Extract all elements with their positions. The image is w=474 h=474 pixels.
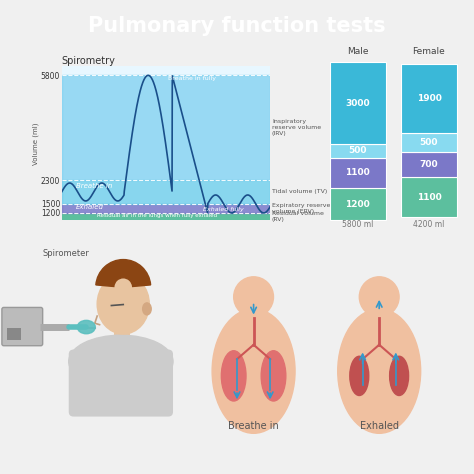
Text: Inspiratory
reserve volume
(IRV): Inspiratory reserve volume (IRV) (272, 119, 321, 137)
Bar (62, 75, 270, 180)
FancyBboxPatch shape (2, 308, 43, 346)
Text: Exhaled fully: Exhaled fully (203, 207, 244, 212)
Ellipse shape (337, 309, 421, 433)
FancyBboxPatch shape (114, 322, 130, 337)
Ellipse shape (97, 274, 149, 334)
Title: Male: Male (347, 47, 369, 56)
Ellipse shape (143, 303, 151, 315)
Text: Exhaled: Exhaled (360, 420, 399, 430)
FancyBboxPatch shape (372, 297, 386, 319)
Bar (62, 180, 270, 204)
FancyBboxPatch shape (329, 158, 386, 188)
Text: 700: 700 (419, 160, 438, 169)
Text: Breathe in fully: Breathe in fully (168, 76, 216, 81)
Text: Residual volume
(RV): Residual volume (RV) (272, 211, 324, 222)
Text: Tidal volume (TV): Tidal volume (TV) (272, 190, 327, 194)
Ellipse shape (212, 309, 295, 433)
FancyBboxPatch shape (401, 177, 457, 217)
Text: 3000: 3000 (346, 99, 370, 108)
Circle shape (359, 277, 399, 317)
Title: Female: Female (412, 47, 446, 56)
FancyBboxPatch shape (401, 64, 457, 133)
Text: 1100: 1100 (417, 192, 441, 201)
Ellipse shape (390, 356, 409, 395)
FancyBboxPatch shape (329, 62, 386, 144)
Circle shape (234, 277, 273, 317)
Text: 1100: 1100 (346, 168, 370, 177)
Text: Spirometry: Spirometry (62, 55, 116, 65)
FancyBboxPatch shape (246, 297, 261, 319)
Text: 1200: 1200 (346, 200, 370, 209)
Text: 500: 500 (419, 138, 438, 147)
Text: 4200 ml: 4200 ml (413, 219, 445, 228)
Text: 500: 500 (348, 146, 367, 155)
Text: 1900: 1900 (417, 94, 441, 103)
FancyBboxPatch shape (329, 188, 386, 220)
Ellipse shape (77, 320, 95, 334)
Ellipse shape (261, 351, 286, 401)
Text: Residual air in the lungs when fully exhaled: Residual air in the lungs when fully exh… (98, 213, 218, 218)
Bar (62, 213, 270, 219)
Text: Pulmonary function tests: Pulmonary function tests (88, 16, 386, 36)
FancyBboxPatch shape (7, 328, 21, 340)
Text: Spirometer: Spirometer (43, 249, 90, 258)
Ellipse shape (350, 356, 369, 395)
Text: Exhaled: Exhaled (76, 204, 104, 210)
Ellipse shape (221, 351, 246, 401)
Wedge shape (96, 260, 151, 286)
FancyBboxPatch shape (401, 133, 457, 152)
Text: Breathe in: Breathe in (76, 182, 113, 189)
Ellipse shape (69, 335, 173, 388)
Text: Expiratory reserve
volume (ERV): Expiratory reserve volume (ERV) (272, 203, 330, 214)
FancyBboxPatch shape (69, 349, 173, 417)
Text: 5800 ml: 5800 ml (342, 220, 374, 229)
Y-axis label: Volume (ml): Volume (ml) (33, 122, 39, 164)
Text: Breathe in: Breathe in (228, 420, 279, 430)
FancyBboxPatch shape (401, 152, 457, 177)
Bar (62, 204, 270, 213)
FancyBboxPatch shape (329, 144, 386, 158)
